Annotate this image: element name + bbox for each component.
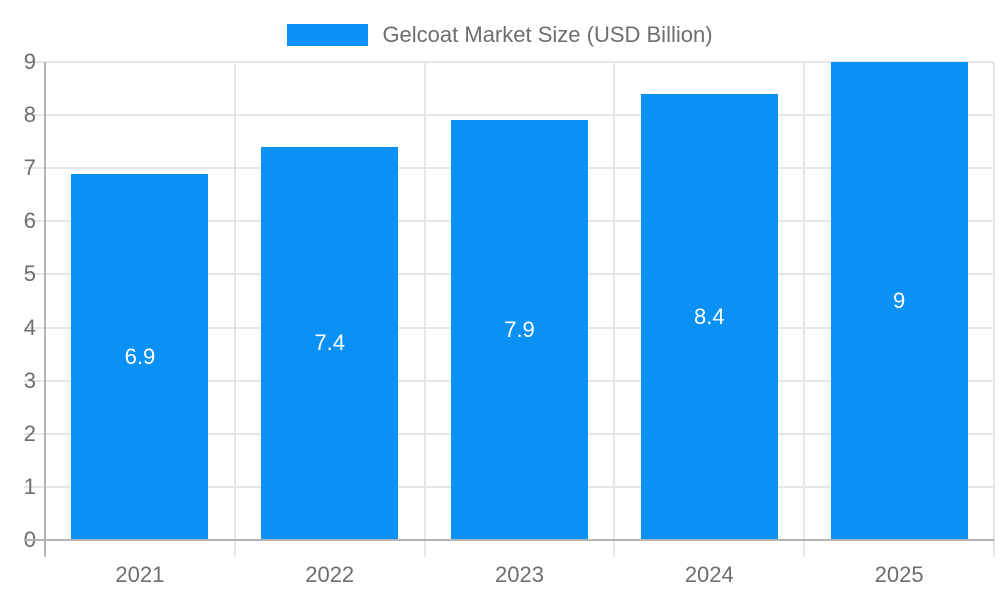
- legend-label: Gelcoat Market Size (USD Billion): [382, 22, 713, 47]
- chart-legend[interactable]: Gelcoat Market Size (USD Billion): [0, 22, 1000, 48]
- plot-area: 0 1 2 3 4 5 6 7 8 9 6.9 2021 7.4 2022 7.9 2023 8.4 2024 9 2…: [24, 49, 995, 587]
- y-axis-tick: [24, 220, 45, 223]
- gridline-vertical: [423, 62, 426, 557]
- y-axis-tick-label: 6: [23, 208, 36, 234]
- y-axis-tick-label: 5: [23, 261, 36, 287]
- gridline-vertical: [993, 62, 995, 557]
- gridline-vertical: [803, 62, 806, 557]
- y-axis-tick: [24, 485, 45, 488]
- y-axis-tick: [24, 61, 45, 63]
- bar-value-label: 9: [892, 288, 906, 313]
- y-axis-tick: [24, 379, 45, 382]
- bar-2023[interactable]: 7.9: [451, 120, 588, 540]
- gridline-horizontal: [45, 114, 994, 117]
- gridline-horizontal: [45, 61, 994, 63]
- gridline-vertical: [233, 62, 236, 557]
- y-axis-tick-label: 9: [23, 49, 36, 74]
- x-axis-tick-label: 2023: [495, 562, 544, 587]
- legend-swatch: [287, 24, 369, 46]
- bar-2024[interactable]: 8.4: [640, 93, 778, 540]
- y-axis-tick-label: 7: [23, 155, 36, 181]
- y-axis-line: [44, 62, 46, 557]
- y-axis-tick: [24, 167, 45, 170]
- y-axis-tick-label: 4: [23, 314, 36, 340]
- y-axis-tick-label: 8: [23, 102, 36, 128]
- x-axis-line: [24, 539, 994, 541]
- x-axis-tick-label: 2024: [684, 562, 734, 587]
- y-axis-tick-label: 1: [23, 473, 36, 499]
- y-axis-tick: [24, 114, 45, 117]
- bar-value-label: 7.9: [504, 317, 535, 343]
- x-axis-tick-label: 2021: [115, 562, 165, 587]
- y-axis-tick: [24, 432, 45, 435]
- y-axis-tick: [24, 326, 45, 329]
- y-axis-tick: [24, 273, 45, 276]
- bar-value-label: 6.9: [124, 343, 156, 369]
- y-axis-tick-label: 2: [23, 420, 36, 446]
- bar-2025[interactable]: 9: [830, 62, 968, 540]
- x-axis-tick-label: 2022: [305, 562, 355, 587]
- bar-2022[interactable]: 7.4: [261, 146, 399, 540]
- bar-value-label: 8.4: [694, 303, 725, 329]
- gridline-vertical: [613, 62, 616, 557]
- y-axis-tick-label: 3: [23, 367, 36, 393]
- bar-2021[interactable]: 6.9: [71, 173, 209, 540]
- bar-value-label: 7.4: [314, 330, 345, 356]
- x-axis-tick-label: 2025: [874, 562, 924, 587]
